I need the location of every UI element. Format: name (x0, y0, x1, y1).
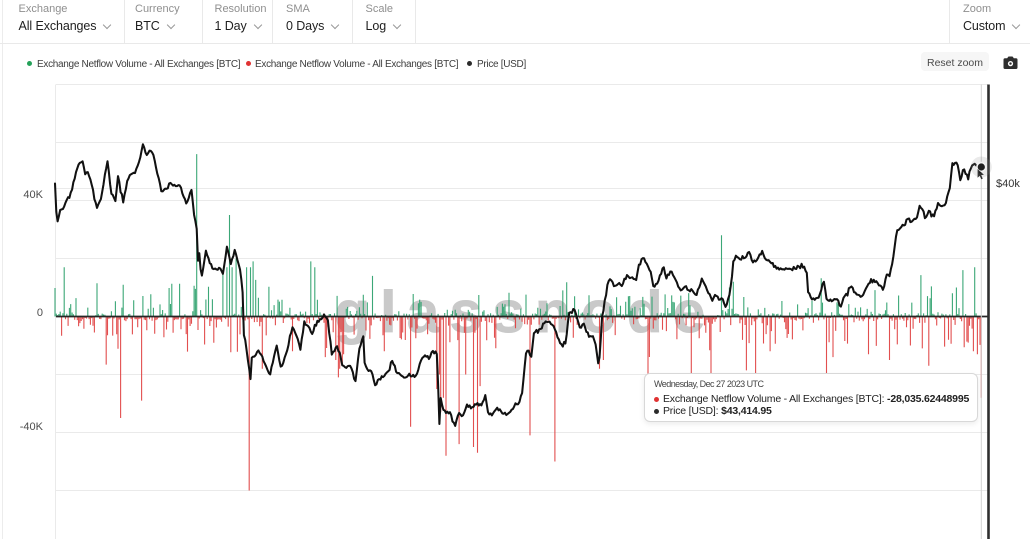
svg-text:glassnode: glassnode (334, 280, 715, 345)
